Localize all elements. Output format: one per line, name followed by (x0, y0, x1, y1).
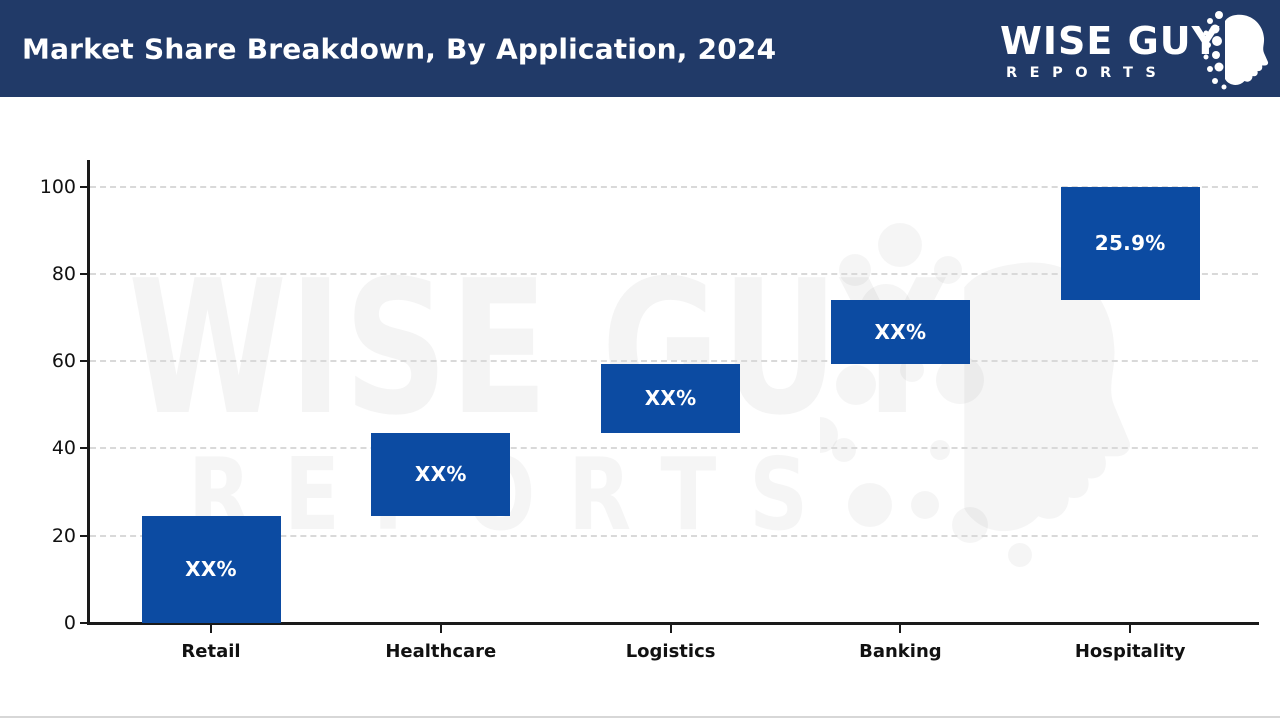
x-category-label-retail: Retail (181, 641, 241, 662)
x-tick-logistics (669, 625, 672, 633)
bar-label-banking: XX% (874, 319, 927, 344)
bar-label-healthcare: XX% (414, 462, 467, 487)
bar-healthcare: XX% (371, 433, 511, 516)
watermark-subtext: REPORTS (188, 445, 841, 545)
y-tick-label-0: 0 (63, 612, 76, 634)
bar-label-hospitality: 25.9% (1094, 231, 1166, 256)
x-axis-line (87, 622, 1259, 625)
y-axis-line (87, 160, 90, 625)
x-tick-banking (899, 625, 902, 633)
x-category-label-hospitality: Hospitality (1074, 641, 1186, 662)
gridline-60 (90, 360, 1258, 363)
y-tick-0 (80, 622, 88, 624)
gridline-20 (90, 534, 1258, 537)
y-tick-label-100: 100 (39, 175, 76, 198)
y-tick-20 (80, 534, 88, 537)
y-tick-label-40: 40 (51, 437, 76, 460)
watermark-face-icon (820, 223, 1130, 567)
bar-hospitality: 25.9% (1060, 186, 1200, 300)
bar-retail: XX% (141, 515, 281, 623)
gridline-40 (90, 447, 1258, 450)
bar-banking: XX% (830, 299, 970, 364)
wiseguy-logo: WISE GUY REPORTS (1000, 11, 1269, 90)
x-tick-hospitality (1129, 625, 1132, 633)
x-tick-retail (210, 625, 212, 633)
logo-subtext: REPORTS (1006, 65, 1168, 81)
y-tick-40 (80, 447, 88, 450)
gridline-80 (90, 272, 1258, 275)
y-tick-label-80: 80 (51, 262, 76, 285)
bar-label-logistics: XX% (644, 386, 697, 411)
y-tick-label-20: 20 (51, 524, 76, 547)
logo-face-icon (1203, 11, 1269, 90)
page-title: Market Share Breakdown, By Application, … (22, 32, 777, 65)
y-tick-label-60: 60 (51, 350, 76, 373)
bar-label-retail: XX% (185, 557, 237, 582)
y-tick-100 (80, 185, 88, 188)
header-bar: Market Share Breakdown, By Application, … (0, 0, 1280, 97)
x-category-label-banking: Banking (859, 641, 942, 662)
watermark-wordmark: WISE GUY (128, 256, 946, 441)
bottom-divider (0, 716, 1280, 718)
bar-logistics: XX% (601, 363, 741, 434)
x-category-label-logistics: Logistics (625, 641, 716, 662)
y-tick-80 (80, 272, 88, 275)
gridline-100 (90, 185, 1258, 188)
logo-wordmark: WISE GUY (1000, 19, 1220, 63)
x-tick-healthcare (439, 625, 442, 633)
x-category-label-healthcare: Healthcare (385, 641, 497, 662)
y-tick-60 (80, 360, 88, 363)
